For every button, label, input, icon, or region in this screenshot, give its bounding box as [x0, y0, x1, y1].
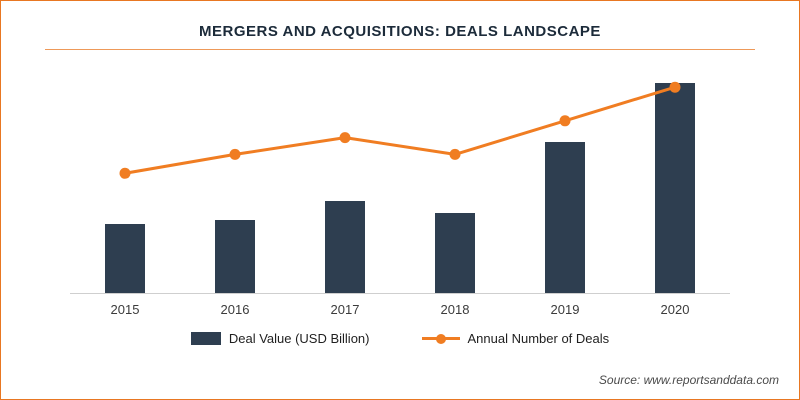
bar-column	[510, 62, 620, 293]
plot-area	[70, 62, 730, 294]
x-axis-label: 2015	[110, 302, 140, 317]
x-axis-labels: 2015 2016 2017 2018 2019 2020	[70, 302, 730, 317]
line-swatch-icon	[421, 333, 460, 344]
bars-layer	[70, 62, 730, 293]
source-text: Source: www.reportsanddata.com	[598, 373, 779, 387]
legend-item-annual-deals: Annual Number of Deals	[421, 331, 610, 346]
line-swatch-dot-icon	[435, 333, 446, 344]
x-axis-label: 2019	[550, 302, 580, 317]
bar-column	[290, 62, 400, 293]
bar-column	[180, 62, 290, 293]
x-axis-label: 2016	[220, 302, 250, 317]
bar	[325, 200, 365, 293]
x-axis-label: 2017	[330, 302, 360, 317]
bar	[105, 223, 145, 293]
bar-column	[620, 62, 730, 293]
x-axis-label: 2020	[660, 302, 690, 317]
x-axis-label: 2018	[440, 302, 470, 317]
legend-label-deal-value: Deal Value (USD Billion)	[228, 331, 370, 346]
chart-area: 2015 2016 2017 2018 2019 2020	[70, 62, 730, 317]
bar-swatch-icon	[190, 332, 221, 345]
bar	[215, 219, 255, 293]
bar	[545, 141, 585, 293]
legend: Deal Value (USD Billion) Annual Number o…	[1, 331, 799, 346]
legend-label-annual-deals: Annual Number of Deals	[467, 331, 610, 346]
legend-item-deal-value: Deal Value (USD Billion)	[190, 331, 370, 346]
chart-title: MERGERS AND ACQUISITIONS: DEALS LANDSCAP…	[199, 23, 601, 40]
title-divider	[45, 49, 755, 50]
bar-column	[70, 62, 180, 293]
bar	[655, 83, 695, 293]
bar-column	[400, 62, 510, 293]
bar	[435, 213, 475, 293]
